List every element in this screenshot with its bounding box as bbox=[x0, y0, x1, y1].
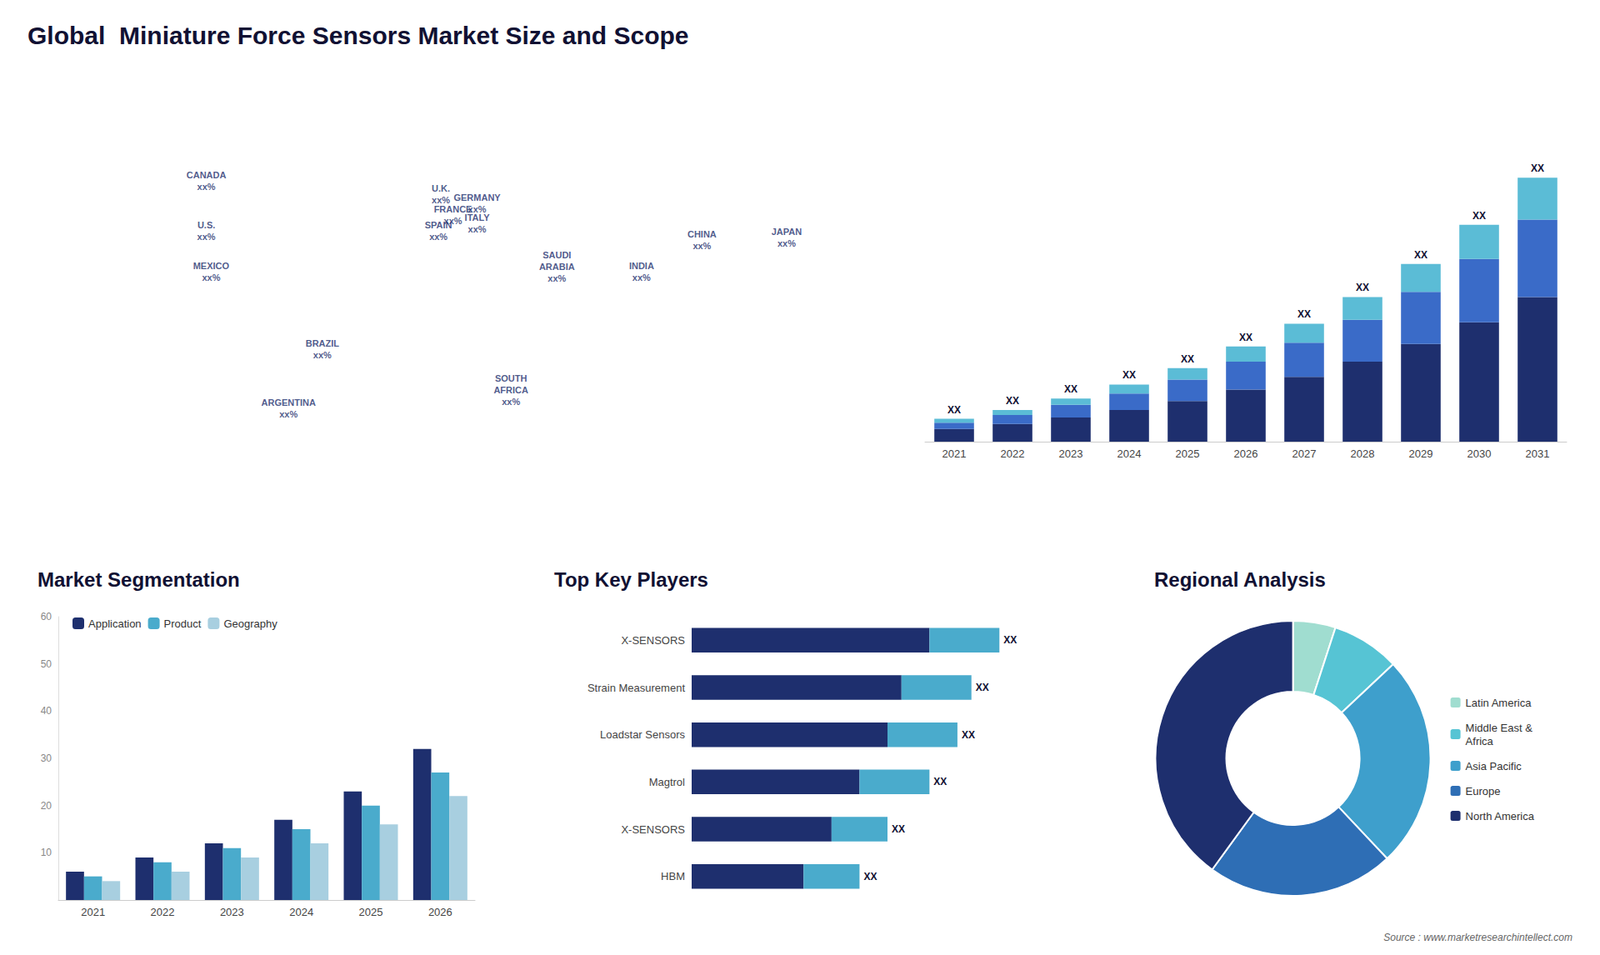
svg-text:XX: XX bbox=[1180, 353, 1195, 365]
svg-text:Top Key Players: Top Key Players bbox=[554, 568, 709, 591]
svg-text:Europe: Europe bbox=[1465, 785, 1501, 798]
svg-text:xx%: xx% bbox=[467, 204, 487, 215]
svg-text:xx%: xx% bbox=[197, 181, 216, 192]
svg-text:XX: XX bbox=[1239, 331, 1253, 344]
svg-text:Market Segmentation: Market Segmentation bbox=[37, 568, 240, 591]
svg-text:xx%: xx% bbox=[313, 350, 332, 360]
svg-text:XX: XX bbox=[961, 729, 975, 741]
svg-text:ARGENTINA: ARGENTINA bbox=[261, 397, 316, 408]
svg-text:XX: XX bbox=[1472, 210, 1486, 222]
svg-text:XX: XX bbox=[975, 681, 990, 694]
svg-text:xx%: xx% bbox=[429, 231, 448, 242]
svg-text:40: 40 bbox=[40, 705, 53, 717]
svg-text:SPAIN: SPAIN bbox=[425, 220, 453, 230]
svg-text:xx%: xx% bbox=[632, 272, 651, 283]
svg-text:SOUTH: SOUTH bbox=[495, 373, 528, 384]
svg-text:XX: XX bbox=[1005, 395, 1020, 407]
svg-text:2023: 2023 bbox=[1059, 447, 1084, 460]
svg-text:XX: XX bbox=[1530, 162, 1545, 175]
svg-text:ARABIA: ARABIA bbox=[539, 261, 575, 272]
svg-text:50: 50 bbox=[40, 658, 53, 670]
svg-text:Application: Application bbox=[88, 617, 142, 630]
svg-text:INDIA: INDIA bbox=[629, 260, 655, 271]
svg-text:2021: 2021 bbox=[942, 447, 967, 460]
svg-text:xx%: xx% bbox=[777, 238, 796, 249]
svg-text:XX: XX bbox=[1297, 308, 1311, 320]
svg-text:2026: 2026 bbox=[428, 905, 453, 919]
svg-text:xx%: xx% bbox=[468, 224, 487, 235]
svg-text:2024: 2024 bbox=[289, 905, 314, 919]
svg-text:2023: 2023 bbox=[220, 905, 245, 919]
svg-text:10: 10 bbox=[40, 846, 53, 859]
svg-text:xx%: xx% bbox=[501, 396, 520, 407]
svg-text:2022: 2022 bbox=[150, 905, 175, 919]
svg-text:30: 30 bbox=[40, 752, 53, 765]
svg-text:XX: XX bbox=[1064, 383, 1078, 395]
svg-text:XX: XX bbox=[863, 870, 877, 883]
svg-text:MEXICO: MEXICO bbox=[193, 260, 230, 271]
svg-text:2026: 2026 bbox=[1234, 447, 1259, 460]
svg-text:2022: 2022 bbox=[1000, 447, 1025, 460]
svg-text:Strain Measurement: Strain Measurement bbox=[587, 681, 685, 695]
svg-text:North America: North America bbox=[1465, 810, 1535, 823]
svg-text:AFRICA: AFRICA bbox=[493, 385, 529, 395]
svg-text:xx%: xx% bbox=[279, 409, 298, 420]
svg-text:Middle East &: Middle East & bbox=[1465, 721, 1534, 735]
svg-text:Magtrol: Magtrol bbox=[649, 775, 685, 789]
svg-text:2027: 2027 bbox=[1292, 447, 1317, 460]
svg-text:Loadstar Sensors: Loadstar Sensors bbox=[600, 728, 685, 741]
svg-text:Geography: Geography bbox=[223, 617, 278, 630]
svg-text:2028: 2028 bbox=[1350, 447, 1375, 460]
svg-text:JAPAN: JAPAN bbox=[771, 226, 803, 237]
svg-text:XX: XX bbox=[1355, 281, 1370, 294]
svg-text:xx%: xx% bbox=[547, 273, 566, 284]
svg-text:SAUDI: SAUDI bbox=[542, 250, 571, 260]
svg-text:2030: 2030 bbox=[1467, 447, 1492, 460]
svg-text:xx%: xx% bbox=[692, 240, 711, 251]
svg-text:Global Miniature Force Sensor: Global Miniature Force Sensors Market Si… bbox=[27, 21, 690, 50]
svg-text:HBM: HBM bbox=[660, 870, 685, 883]
svg-text:U.S.: U.S. bbox=[197, 220, 215, 230]
svg-text:Product: Product bbox=[164, 617, 202, 630]
svg-text:Latin America: Latin America bbox=[1465, 696, 1533, 710]
svg-text:XX: XX bbox=[1414, 249, 1428, 261]
svg-text:2021: 2021 bbox=[80, 905, 105, 919]
svg-text:Regional Analysis: Regional Analysis bbox=[1154, 568, 1326, 591]
svg-text:60: 60 bbox=[40, 610, 53, 623]
svg-text:FRANCE: FRANCE bbox=[433, 203, 473, 214]
svg-text:2024: 2024 bbox=[1117, 447, 1142, 460]
svg-text:XX: XX bbox=[947, 404, 961, 416]
svg-text:BRAZIL: BRAZIL bbox=[305, 338, 340, 349]
svg-text:2029: 2029 bbox=[1409, 447, 1434, 460]
svg-text:Source : www.marketresearchint: Source : www.marketresearchintellect.com bbox=[1383, 931, 1573, 944]
svg-text:2031: 2031 bbox=[1525, 447, 1550, 460]
svg-text:2025: 2025 bbox=[1175, 447, 1200, 460]
svg-text:U.K.: U.K. bbox=[431, 183, 450, 194]
svg-text:xx%: xx% bbox=[201, 272, 220, 283]
svg-text:Asia Pacific: Asia Pacific bbox=[1465, 760, 1523, 773]
svg-text:20: 20 bbox=[40, 800, 53, 812]
svg-text:xx%: xx% bbox=[443, 215, 463, 226]
svg-text:Africa: Africa bbox=[1465, 735, 1495, 748]
svg-text:xx%: xx% bbox=[197, 231, 216, 242]
svg-text:CANADA: CANADA bbox=[186, 170, 227, 180]
svg-text:X-SENSORS: X-SENSORS bbox=[620, 823, 685, 836]
svg-text:ITALY: ITALY bbox=[465, 212, 491, 223]
svg-text:GERMANY: GERMANY bbox=[453, 192, 501, 203]
svg-text:xx%: xx% bbox=[431, 194, 451, 205]
svg-text:XX: XX bbox=[1003, 634, 1017, 646]
svg-text:XX: XX bbox=[933, 775, 947, 788]
svg-text:XX: XX bbox=[1122, 369, 1136, 381]
svg-text:XX: XX bbox=[891, 823, 905, 835]
svg-text:2025: 2025 bbox=[359, 905, 384, 919]
svg-text:X-SENSORS: X-SENSORS bbox=[620, 634, 685, 647]
svg-text:CHINA: CHINA bbox=[687, 229, 717, 240]
